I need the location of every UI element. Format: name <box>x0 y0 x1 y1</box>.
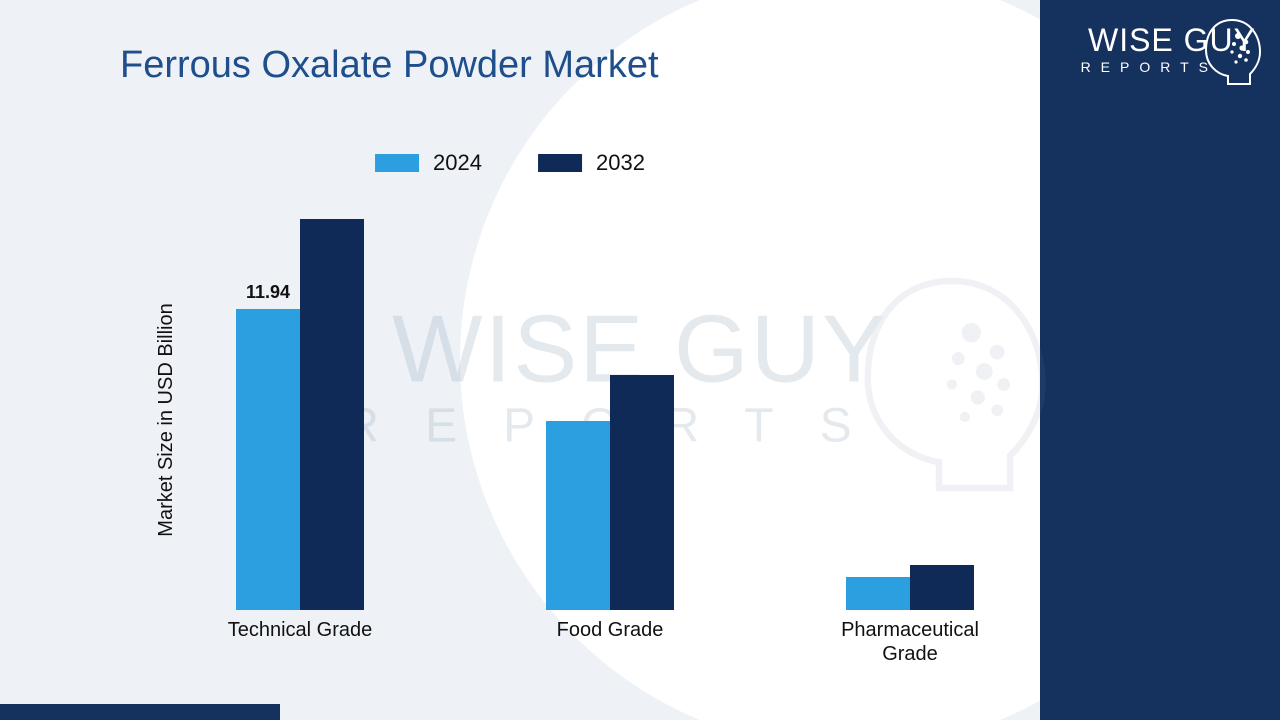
legend-swatch-2024 <box>375 154 419 172</box>
legend: 2024 2032 <box>375 150 645 176</box>
legend-item-2024: 2024 <box>375 150 482 176</box>
chart: Market Size in USD Billion 2024 2032 11.… <box>60 150 960 690</box>
legend-item-2032: 2032 <box>538 150 645 176</box>
bar-value-label: 11.94 <box>246 282 290 303</box>
x-axis-label: Food Grade <box>520 618 700 642</box>
legend-label-2024: 2024 <box>433 150 482 176</box>
canvas: WISE GUY REPORTS WISE GUY REPORTS Ferrou… <box>0 0 1280 720</box>
chart-title: Ferrous Oxalate Powder Market <box>120 44 659 87</box>
legend-swatch-2032 <box>538 154 582 172</box>
bar <box>846 577 910 610</box>
plot-area: 11.94Technical GradeFood GradePharmaceut… <box>150 206 960 610</box>
bar-group: 11.94Technical Grade <box>236 219 364 610</box>
bar <box>910 565 974 610</box>
brand-head-icon <box>1198 18 1262 86</box>
bar <box>546 421 610 610</box>
bar <box>236 309 300 610</box>
x-axis-label: Technical Grade <box>210 618 390 642</box>
bar-group: Pharmaceutical Grade <box>846 565 974 610</box>
bar <box>610 375 674 610</box>
x-axis-label: Pharmaceutical Grade <box>820 618 1000 666</box>
legend-label-2032: 2032 <box>596 150 645 176</box>
brand-logo: WISE GUY REPORTS <box>1081 24 1256 74</box>
bar-group: Food Grade <box>546 375 674 610</box>
decor-bottom-bar <box>0 704 280 720</box>
sidebar-panel <box>1040 0 1280 720</box>
bar <box>300 219 364 610</box>
